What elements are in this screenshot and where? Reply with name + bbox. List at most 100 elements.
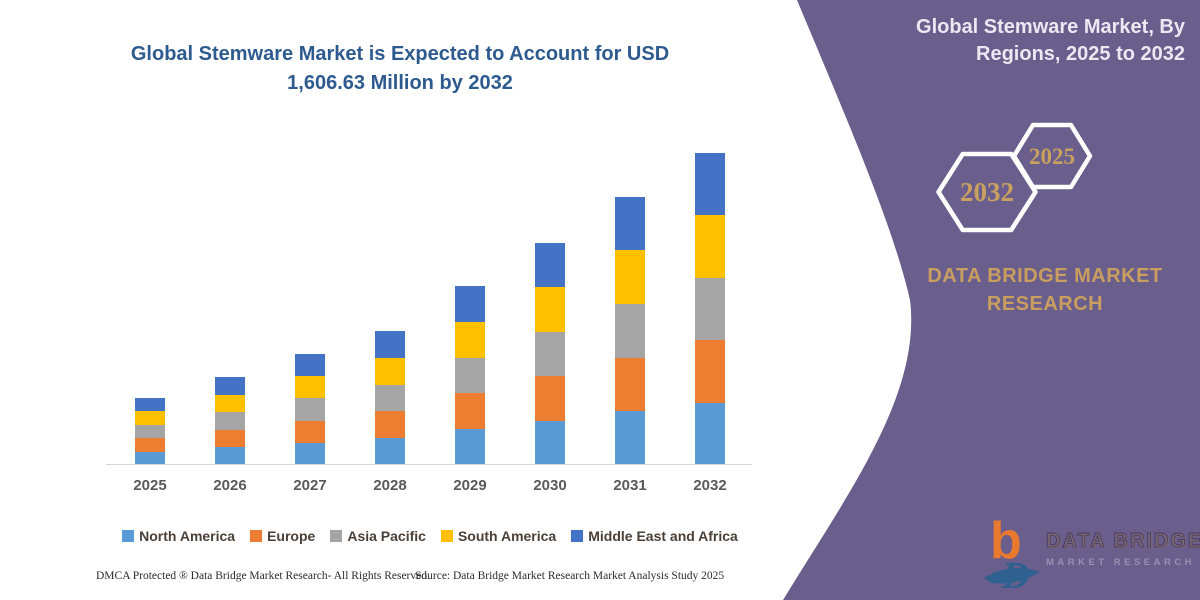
bar-segment-south-america xyxy=(295,376,325,399)
logo-text: DATA BRIDGE MARKET RESEARCH xyxy=(1046,530,1200,569)
bar-column-2028 xyxy=(350,331,430,465)
hexagon-badges: 2032 2025 xyxy=(936,122,1093,233)
hexagon-2025-icon xyxy=(1011,122,1093,190)
bar-segment-south-america xyxy=(695,215,725,278)
bar-segment-north-america xyxy=(695,402,725,465)
stacked-bar-2029 xyxy=(455,286,485,465)
legend-label: Middle East and Africa xyxy=(588,528,738,544)
bar-segment-north-america xyxy=(375,438,405,465)
bar-segment-middle-east-and-africa xyxy=(695,153,725,216)
bar-column-2026 xyxy=(190,377,270,465)
legend-item-middle-east-and-africa: Middle East and Africa xyxy=(571,528,738,544)
brand-text-line2: RESEARCH xyxy=(986,293,1104,315)
bar-segment-north-america xyxy=(455,429,485,465)
stacked-bar-2032 xyxy=(695,153,725,465)
bar-column-2025 xyxy=(110,398,190,465)
hexagon-year-2025: 2025 xyxy=(1029,144,1075,169)
bar-segment-north-america xyxy=(535,420,565,465)
brand-text-line1: DATA BRIDGE MARKET xyxy=(927,265,1163,287)
logo-d-icon: D xyxy=(1001,555,1029,594)
chart-legend: North America Europe Asia Pacific South Ame… xyxy=(95,528,765,544)
legend-item-south-america: South America xyxy=(440,528,557,544)
logo-swoosh-icon xyxy=(984,568,1040,584)
legend-label: Europe xyxy=(267,528,316,544)
footer-source-text: Source: Data Bridge Market Research Mark… xyxy=(415,570,725,582)
legend-swatch-icon xyxy=(440,530,453,542)
x-axis-label-2031: 2031 xyxy=(613,477,647,494)
stacked-bar-2025 xyxy=(135,398,165,465)
bar-segment-middle-east-and-africa xyxy=(295,354,325,377)
stacked-bar-2028 xyxy=(375,331,405,465)
stacked-bar-2027 xyxy=(295,354,325,465)
bar-segment-europe xyxy=(215,429,245,448)
x-axis-label-2032: 2032 xyxy=(693,477,727,494)
bar-segment-north-america xyxy=(135,451,165,465)
legend-swatch-icon xyxy=(122,530,135,542)
logo-b-icon: b xyxy=(990,512,1022,570)
purple-blob-shape xyxy=(783,0,1200,600)
x-axis-label-2030: 2030 xyxy=(533,477,567,494)
data-bridge-logo: b D DATA BRIDGE MARKET RESEARCH xyxy=(982,512,1200,597)
x-axis-label-2025: 2025 xyxy=(133,477,167,494)
bar-segment-south-america xyxy=(455,321,485,358)
bar-segment-middle-east-and-africa xyxy=(215,377,245,395)
bar-column-2031 xyxy=(590,196,670,465)
legend-swatch-icon xyxy=(571,530,584,542)
bar-segment-asia-pacific xyxy=(615,303,645,358)
bar-segment-asia-pacific xyxy=(295,398,325,421)
bar-segment-europe xyxy=(535,376,565,421)
x-axis-label-2028: 2028 xyxy=(373,477,407,494)
bar-segment-europe xyxy=(295,420,325,443)
plot-area xyxy=(110,135,750,465)
stacked-bar-2030 xyxy=(535,242,565,465)
bar-segment-north-america xyxy=(615,411,645,465)
legend-swatch-icon xyxy=(250,530,263,542)
page-title: Global Stemware Market is Expected to Ac… xyxy=(130,43,670,94)
bar-segment-south-america xyxy=(215,394,245,413)
legend-item-asia-pacific: Asia Pacific xyxy=(330,528,426,544)
hexagon-2032-icon xyxy=(936,151,1038,233)
bar-segment-south-america xyxy=(615,250,645,304)
legend-item-europe: Europe xyxy=(250,528,315,544)
bar-segment-south-america xyxy=(375,357,405,385)
bar-segment-europe xyxy=(455,393,485,430)
bar-segment-europe xyxy=(135,438,165,452)
bar-column-2030 xyxy=(510,242,590,465)
bar-segment-north-america xyxy=(295,442,325,465)
logo-subtitle: MARKET RESEARCH xyxy=(1046,557,1196,568)
bar-column-2032 xyxy=(670,153,750,465)
legend-label: Asia Pacific xyxy=(347,528,426,544)
bar-segment-middle-east-and-africa xyxy=(535,242,565,287)
bar-segment-europe xyxy=(375,411,405,439)
side-panel-title: Global Stemware Market, By Regions, 2025… xyxy=(916,16,1185,65)
x-axis-label-2027: 2027 xyxy=(293,477,327,494)
bar-segment-south-america xyxy=(135,411,165,425)
stacked-bar-2026 xyxy=(215,377,245,465)
brand-text: DATA BRIDGE MARKET RESEARCH xyxy=(905,262,1185,318)
footer-dmca-text: DMCA Protected ® Data Bridge Market Rese… xyxy=(96,570,430,582)
bar-column-2029 xyxy=(430,286,510,465)
bar-segment-asia-pacific xyxy=(455,357,485,394)
x-axis-labels: 2025 2026 2027 2028 2029 2030 2031 2032 xyxy=(110,477,750,494)
bar-segment-asia-pacific xyxy=(695,277,725,341)
bar-segment-north-america xyxy=(215,447,245,465)
bar-segment-middle-east-and-africa xyxy=(135,398,165,412)
x-axis-label-2026: 2026 xyxy=(213,477,247,494)
bar-segment-asia-pacific xyxy=(135,424,165,439)
bar-segment-south-america xyxy=(535,287,565,332)
stacked-bar-2031 xyxy=(615,196,645,465)
bar-segment-asia-pacific xyxy=(535,331,565,376)
legend-label: North America xyxy=(139,528,236,544)
bar-segment-europe xyxy=(615,357,645,412)
legend-label: South America xyxy=(457,528,557,544)
logo-mark: b D xyxy=(984,512,1040,594)
bar-column-2027 xyxy=(270,354,350,465)
bar-segment-asia-pacific xyxy=(375,384,405,412)
legend-item-north-america: North America xyxy=(122,528,235,544)
logo-name: DATA BRIDGE xyxy=(1046,530,1200,553)
bar-segment-middle-east-and-africa xyxy=(375,331,405,358)
legend-swatch-icon xyxy=(330,530,343,542)
bar-segment-europe xyxy=(695,340,725,403)
